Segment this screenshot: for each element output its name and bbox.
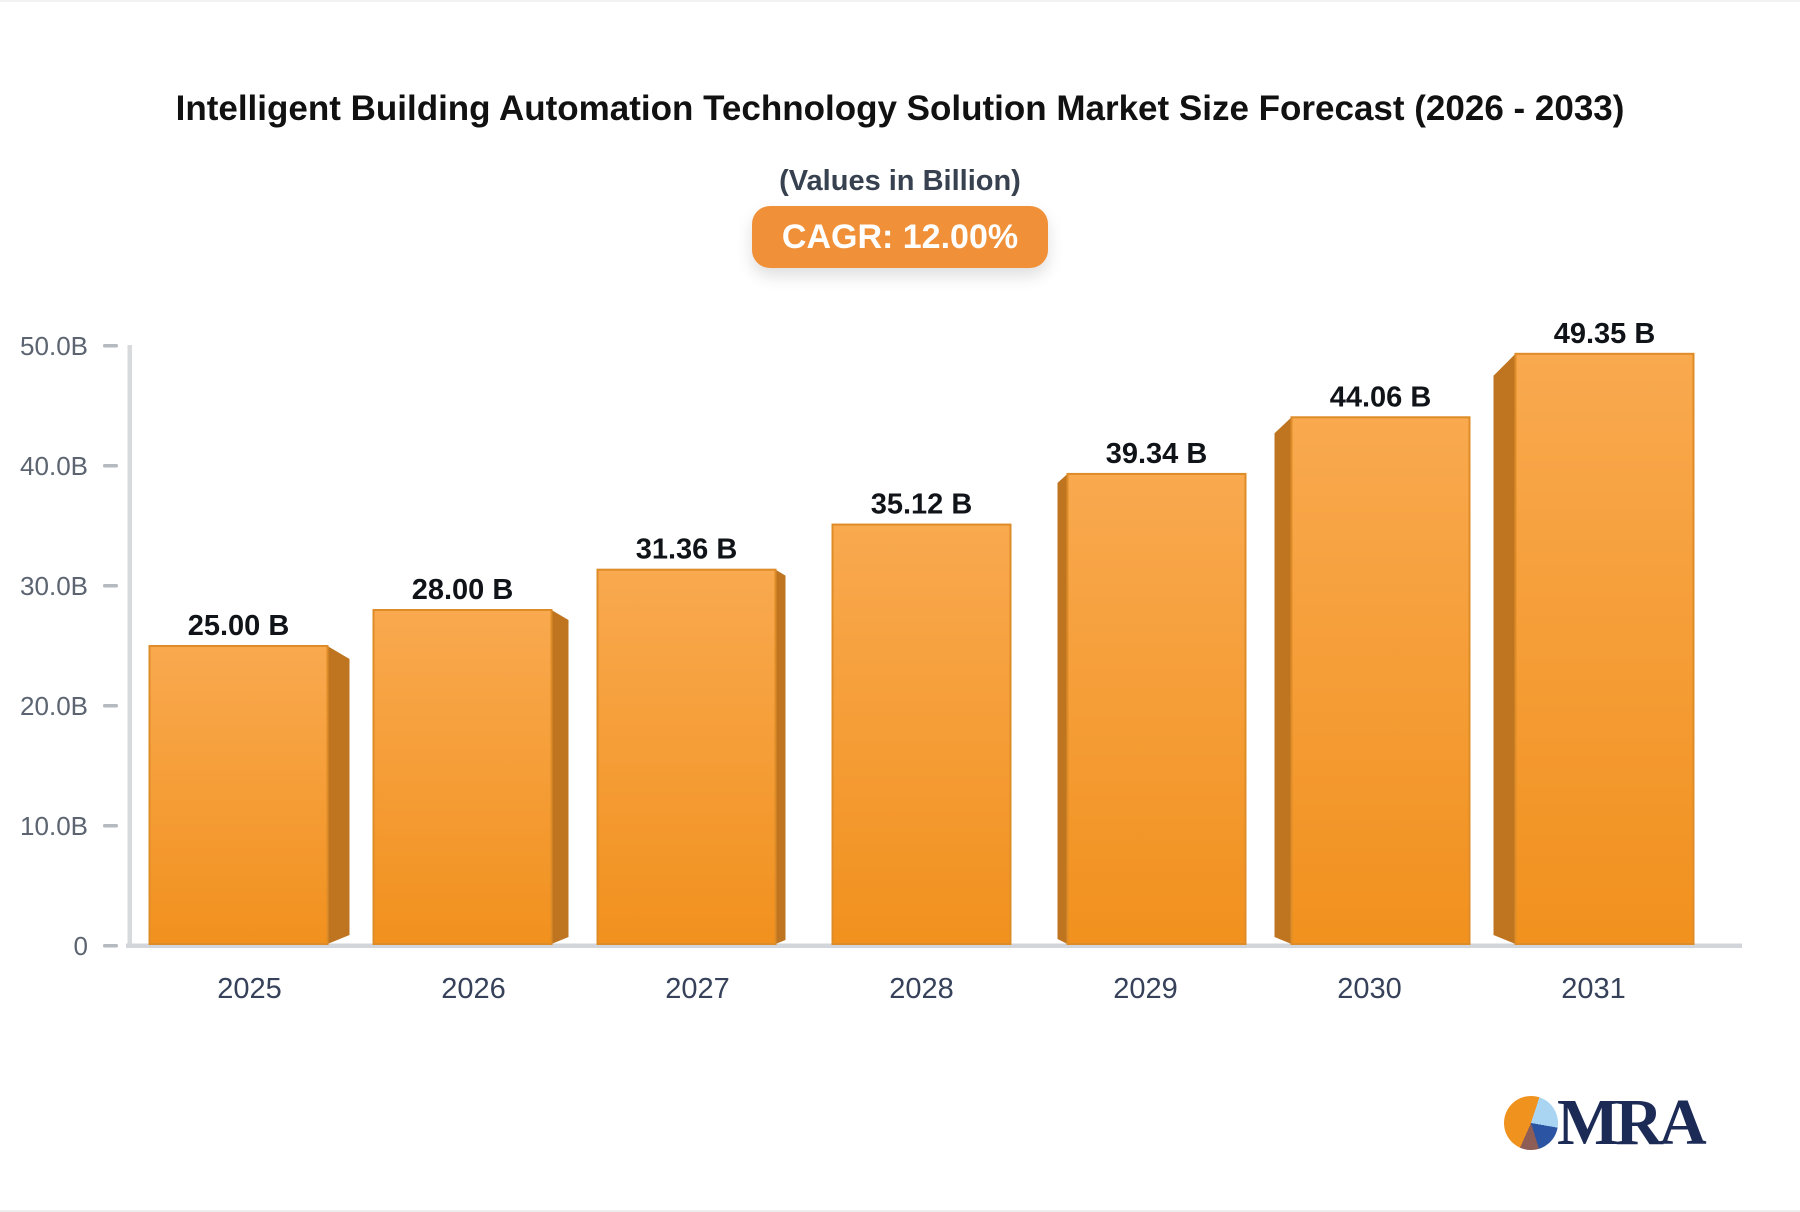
chart-header: Intelligent Building Automation Technolo… <box>0 82 1800 269</box>
bar-2028 <box>831 523 1012 945</box>
x-axis-category-label: 2026 <box>441 973 506 1005</box>
y-axis-tick-label: 20.0B <box>20 691 88 721</box>
y-axis-tick-mark <box>103 824 118 828</box>
y-axis-tick-mark <box>103 584 118 588</box>
x-axis-category-label: 2028 <box>889 973 954 1005</box>
bar-value-label: 44.06 B <box>1330 381 1432 413</box>
x-axis-line <box>126 943 1742 948</box>
bar-3d-side <box>1274 417 1292 944</box>
y-axis-line <box>127 345 132 946</box>
y-axis-tick-label: 50.0B <box>20 331 88 361</box>
bar-2025 <box>148 645 329 945</box>
y-axis-tick-label: 0 <box>74 931 88 961</box>
brand-logo: MRA <box>1504 1086 1707 1159</box>
bar-3d-side <box>551 610 569 944</box>
bar-value-label: 39.34 B <box>1106 438 1208 470</box>
bar-2026 <box>372 609 553 945</box>
y-axis-tick-label: 10.0B <box>20 811 88 841</box>
bar-3d-side <box>1057 473 1068 944</box>
y-axis-tick-label: 30.0B <box>20 571 88 601</box>
x-axis-category-label: 2027 <box>665 973 730 1005</box>
bar-3d-side <box>327 646 350 944</box>
y-axis-tick-label: 40.0B <box>20 451 88 481</box>
y-axis-tick-mark <box>103 464 118 468</box>
bar-3d-side <box>1493 353 1516 944</box>
chart-subtitle: (Values in Billion) <box>779 165 1021 198</box>
bar-value-label: 35.12 B <box>871 489 973 521</box>
y-axis-tick-mark <box>103 344 118 348</box>
bar-2027 <box>596 568 777 945</box>
y-axis-tick-mark <box>103 704 118 708</box>
pie-chart-icon <box>1504 1096 1558 1150</box>
y-axis-tick-mark <box>103 944 118 948</box>
bar-2030 <box>1290 416 1471 945</box>
bar-value-label: 49.35 B <box>1554 318 1656 350</box>
x-axis-category-label: 2029 <box>1113 973 1178 1005</box>
x-axis-category-label: 2025 <box>217 973 282 1005</box>
bar-value-label: 28.00 B <box>412 574 514 606</box>
bar-value-label: 31.36 B <box>636 534 738 566</box>
brand-logo-text: MRA <box>1557 1086 1707 1159</box>
cagr-badge: CAGR: 12.00% <box>751 206 1049 269</box>
bar-2031 <box>1514 352 1695 945</box>
bar-value-label: 25.00 B <box>188 610 290 642</box>
bar-2029 <box>1066 472 1247 945</box>
bar-3d-side <box>775 569 786 944</box>
x-axis-category-label: 2030 <box>1337 973 1402 1005</box>
x-axis-category-label: 2031 <box>1561 973 1626 1005</box>
page-title: Intelligent Building Automation Technolo… <box>175 89 1625 128</box>
